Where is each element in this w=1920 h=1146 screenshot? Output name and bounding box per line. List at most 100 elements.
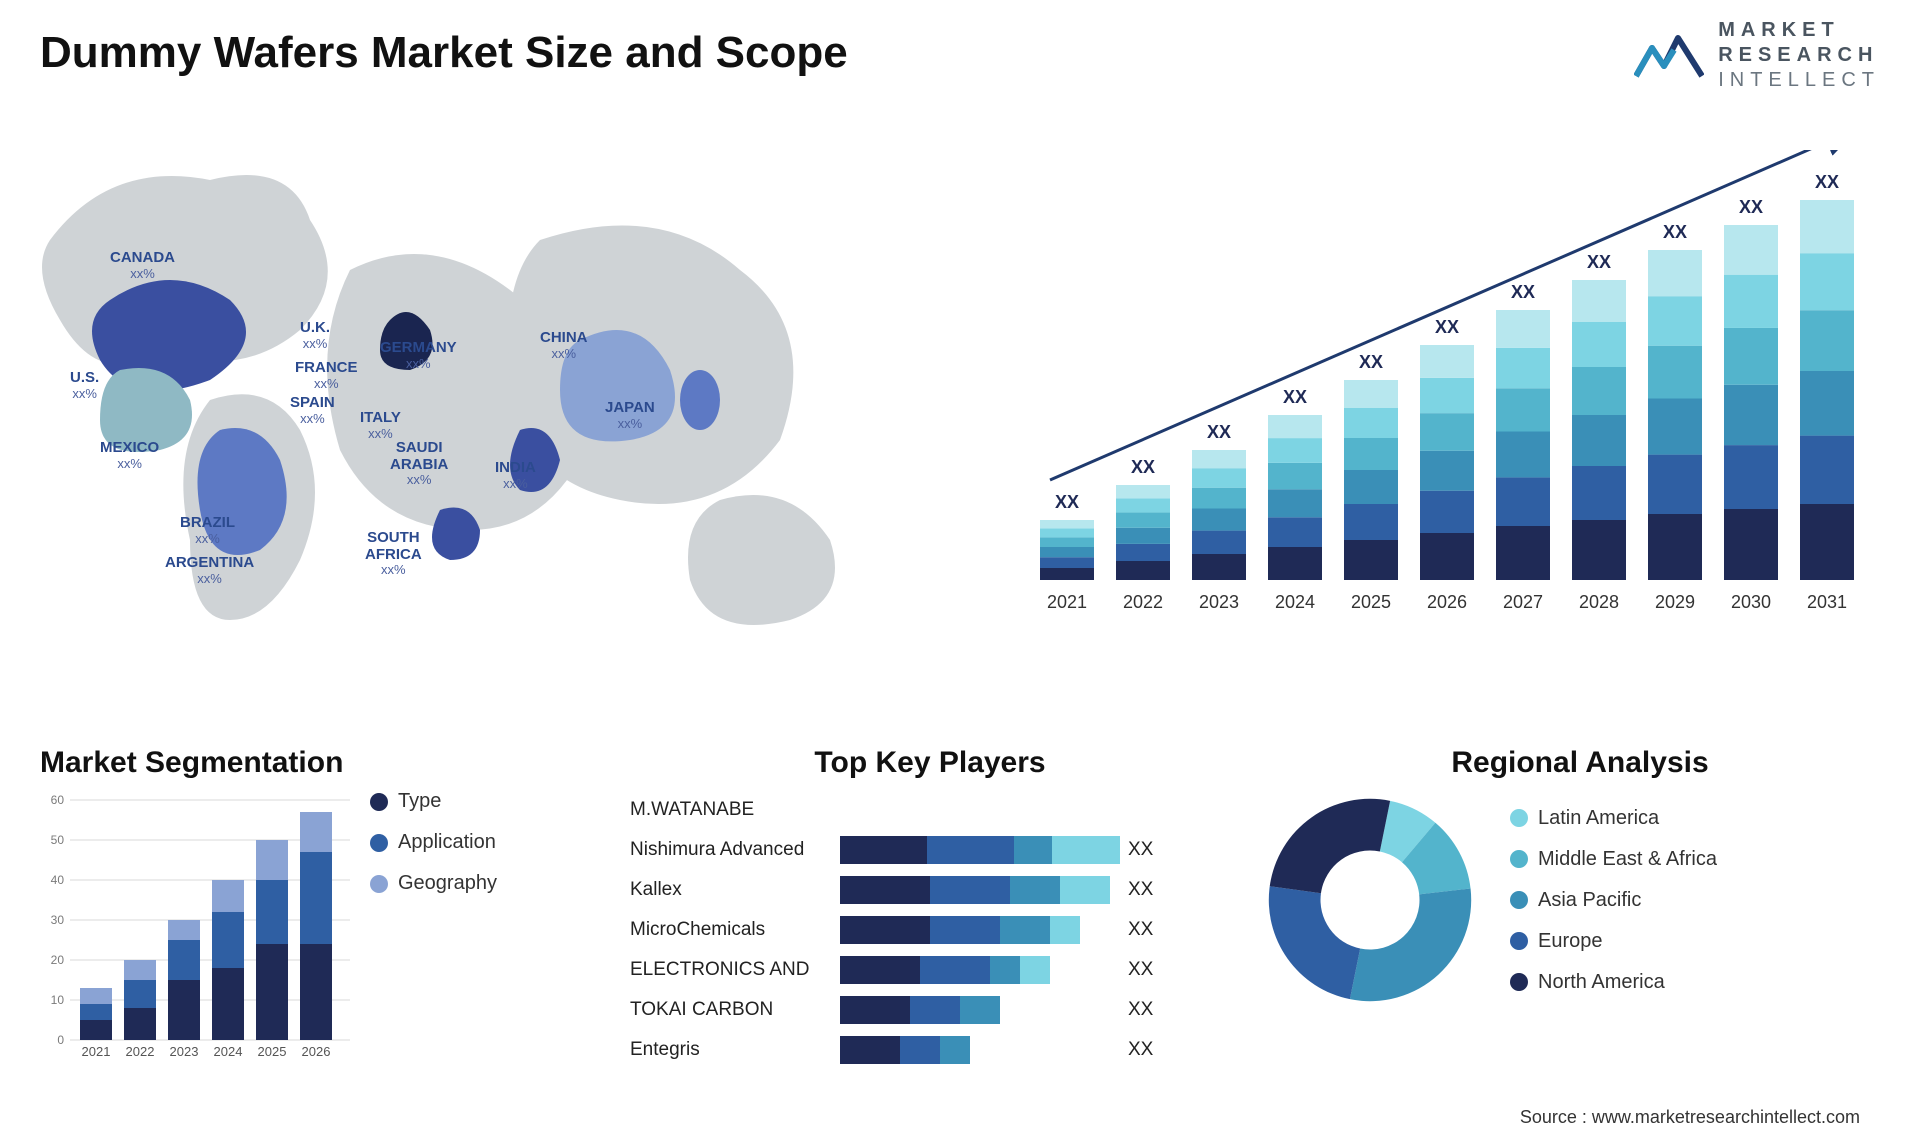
seg-bar-segment xyxy=(168,940,200,980)
growth-year-label: 2030 xyxy=(1731,592,1771,612)
legend-swatch-icon xyxy=(1510,850,1528,868)
kp-bar-segment xyxy=(940,1036,970,1064)
growth-bar-label: XX xyxy=(1815,172,1839,192)
logo-line2: RESEARCH xyxy=(1718,44,1878,66)
kp-name: Entegris xyxy=(630,1039,840,1061)
growth-bar-segment xyxy=(1800,504,1854,580)
logo-mark-icon xyxy=(1634,26,1704,86)
growth-bar-segment xyxy=(1724,275,1778,328)
kp-value: XX xyxy=(1120,1039,1170,1061)
kp-bar xyxy=(840,876,1120,904)
seg-bar-segment xyxy=(124,980,156,1008)
kp-bar xyxy=(840,916,1120,944)
growth-bar-segment xyxy=(1572,280,1626,322)
growth-bar-segment xyxy=(1192,488,1246,509)
growth-bar-segment xyxy=(1116,498,1170,512)
growth-year-label: 2025 xyxy=(1351,592,1391,612)
kp-bar xyxy=(840,956,1120,984)
regional-title: Regional Analysis xyxy=(1260,746,1900,780)
growth-bar-segment xyxy=(1724,328,1778,385)
growth-bar-segment xyxy=(1420,345,1474,378)
growth-bar-segment xyxy=(1724,225,1778,275)
growth-bar-segment xyxy=(1420,533,1474,580)
keyplayer-row: Entegris XX xyxy=(630,1030,1230,1070)
segmentation-legend: TypeApplicationGeography xyxy=(370,790,497,1070)
country-label: ARGENTINAxx% xyxy=(165,555,254,586)
growth-year-label: 2028 xyxy=(1579,592,1619,612)
legend-item: North America xyxy=(1510,971,1717,994)
seg-bar-segment xyxy=(80,1020,112,1040)
country-label: BRAZILxx% xyxy=(180,515,235,546)
logo-line3: INTELLECT xyxy=(1718,68,1880,93)
country-label: ITALYxx% xyxy=(360,410,401,441)
growth-bar-segment xyxy=(1496,388,1550,431)
growth-bar-segment xyxy=(1344,408,1398,438)
y-tick: 40 xyxy=(51,873,65,887)
seg-bar-segment xyxy=(212,968,244,1040)
growth-bar-segment xyxy=(1040,557,1094,568)
growth-bar-label: XX xyxy=(1055,492,1079,512)
y-tick: 50 xyxy=(51,833,65,847)
growth-bar-segment xyxy=(1420,491,1474,533)
seg-bar-segment xyxy=(168,980,200,1040)
kp-bar-segment xyxy=(1052,836,1120,864)
kp-name: Kallex xyxy=(630,879,840,901)
growth-bar-segment xyxy=(1648,346,1702,399)
growth-bar-segment xyxy=(1496,526,1550,580)
kp-bar-segment xyxy=(1000,916,1050,944)
growth-bar-label: XX xyxy=(1359,352,1383,372)
growth-bar-segment xyxy=(1648,455,1702,514)
legend-item: Europe xyxy=(1510,930,1717,953)
keyplayer-row: Kallex XX xyxy=(630,870,1230,910)
kp-bar-segment xyxy=(1010,876,1060,904)
growth-bar-segment xyxy=(1648,514,1702,580)
growth-bar-segment xyxy=(1496,477,1550,526)
country-label: SPAINxx% xyxy=(290,395,335,426)
regional-legend: Latin AmericaMiddle East & AfricaAsia Pa… xyxy=(1510,807,1717,994)
kp-bar-segment xyxy=(840,876,930,904)
growth-bar-label: XX xyxy=(1131,457,1155,477)
donut-slice xyxy=(1350,888,1471,1001)
page-title: Dummy Wafers Market Size and Scope xyxy=(40,28,848,78)
growth-bar-segment xyxy=(1496,348,1550,389)
growth-bar-label: XX xyxy=(1587,252,1611,272)
keyplayers-title: Top Key Players xyxy=(630,746,1230,780)
country-label: SOUTHAFRICAxx% xyxy=(365,530,422,577)
seg-bar-segment xyxy=(80,988,112,1004)
growth-bar-label: XX xyxy=(1663,222,1687,242)
growth-bar-segment xyxy=(1268,547,1322,580)
kp-value: XX xyxy=(1120,839,1170,861)
keyplayer-row: MicroChemicals XX xyxy=(630,910,1230,950)
growth-bar-segment xyxy=(1572,415,1626,466)
growth-bar-segment xyxy=(1724,445,1778,509)
growth-bar-segment xyxy=(1116,561,1170,580)
brand-logo: MARKET RESEARCH INTELLECT xyxy=(1634,18,1880,93)
kp-bar xyxy=(840,796,1120,824)
country-label: GERMANYxx% xyxy=(380,340,457,371)
growth-bar-label: XX xyxy=(1207,422,1231,442)
seg-bar-segment xyxy=(124,1008,156,1040)
kp-bar-segment xyxy=(840,1036,900,1064)
legend-item: Latin America xyxy=(1510,807,1717,830)
growth-year-label: 2029 xyxy=(1655,592,1695,612)
legend-label: Europe xyxy=(1538,930,1603,953)
growth-bar-segment xyxy=(1268,415,1322,438)
country-label: CANADAxx% xyxy=(110,250,175,281)
legend-item: Application xyxy=(370,831,497,854)
growth-year-label: 2021 xyxy=(1047,592,1087,612)
kp-bar-segment xyxy=(920,956,990,984)
legend-label: Asia Pacific xyxy=(1538,889,1641,912)
growth-bar-segment xyxy=(1800,310,1854,371)
y-tick: 10 xyxy=(51,993,65,1007)
regional-donut-chart xyxy=(1260,790,1480,1010)
growth-bar-segment xyxy=(1116,513,1170,528)
growth-bar-segment xyxy=(1800,436,1854,504)
growth-bar-segment xyxy=(1800,253,1854,310)
y-tick: 60 xyxy=(51,793,65,807)
legend-label: Latin America xyxy=(1538,807,1659,830)
seg-bar-segment xyxy=(300,944,332,1040)
logo-line1: MARKET xyxy=(1718,19,1840,41)
kp-bar-segment xyxy=(840,996,910,1024)
kp-bar-segment xyxy=(840,836,927,864)
growth-bar-segment xyxy=(1192,554,1246,580)
